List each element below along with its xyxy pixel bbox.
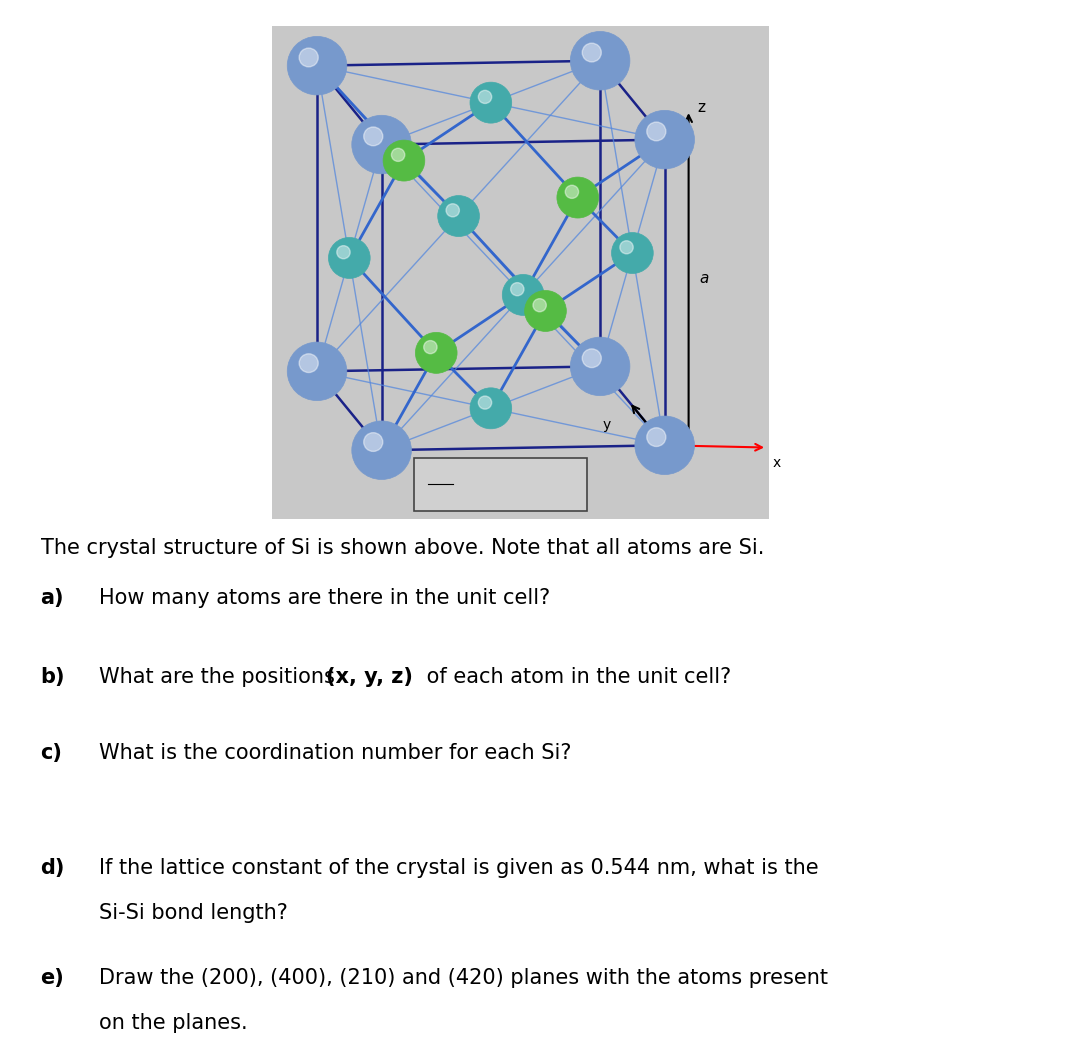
Circle shape — [470, 82, 512, 123]
Text: 4: 4 — [429, 486, 441, 504]
Circle shape — [533, 299, 547, 312]
Text: e): e) — [41, 968, 64, 988]
Circle shape — [511, 282, 524, 296]
Text: (x, y, z): (x, y, z) — [326, 667, 412, 687]
Text: What are the positions: What are the positions — [99, 667, 342, 687]
Text: c): c) — [41, 743, 62, 763]
Text: y: y — [602, 418, 611, 431]
Circle shape — [424, 341, 437, 354]
Circle shape — [478, 90, 491, 104]
Circle shape — [647, 428, 665, 447]
Text: Si-Si bond length?: Si-Si bond length? — [99, 903, 288, 923]
Text: z: z — [697, 101, 705, 115]
Circle shape — [415, 333, 457, 373]
Circle shape — [634, 110, 694, 169]
Text: What is the coordination number for each Si?: What is the coordination number for each… — [99, 743, 571, 763]
Text: a: a — [700, 271, 709, 286]
Circle shape — [556, 177, 599, 218]
Text: How many atoms are there in the unit cell?: How many atoms are there in the unit cel… — [99, 588, 551, 608]
Text: a: a — [429, 467, 441, 485]
FancyBboxPatch shape — [272, 26, 769, 519]
Text: d): d) — [41, 858, 65, 878]
Text: The crystal structure of Si is shown above. Note that all atoms are Si.: The crystal structure of Si is shown abo… — [41, 538, 764, 558]
Circle shape — [336, 245, 350, 259]
Circle shape — [612, 233, 654, 274]
Circle shape — [329, 237, 371, 278]
Circle shape — [582, 349, 601, 367]
Circle shape — [383, 141, 425, 181]
Circle shape — [299, 48, 318, 67]
Circle shape — [392, 148, 405, 162]
Circle shape — [470, 388, 512, 429]
Circle shape — [299, 354, 318, 372]
Circle shape — [565, 186, 579, 198]
Text: $(\hat{x}+\hat{y}+\hat{z})$: $(\hat{x}+\hat{y}+\hat{z})$ — [470, 472, 560, 497]
Circle shape — [582, 43, 601, 62]
FancyBboxPatch shape — [414, 458, 587, 512]
Circle shape — [351, 115, 411, 174]
Text: of each atom in the unit cell?: of each atom in the unit cell? — [420, 667, 731, 687]
Circle shape — [446, 204, 459, 217]
Text: b): b) — [41, 667, 65, 687]
Circle shape — [287, 342, 347, 401]
Text: a): a) — [41, 588, 64, 608]
Circle shape — [619, 240, 633, 254]
Circle shape — [438, 195, 480, 236]
Circle shape — [502, 275, 544, 316]
Circle shape — [478, 397, 491, 409]
Text: If the lattice constant of the crystal is given as 0.544 nm, what is the: If the lattice constant of the crystal i… — [99, 858, 819, 878]
Circle shape — [351, 421, 411, 479]
Text: x: x — [772, 456, 781, 470]
Text: on the planes.: on the planes. — [99, 1013, 248, 1033]
Text: Draw the (200), (400), (210) and (420) planes with the atoms present: Draw the (200), (400), (210) and (420) p… — [99, 968, 829, 988]
Circle shape — [634, 416, 694, 474]
Circle shape — [570, 31, 630, 90]
Circle shape — [364, 432, 382, 451]
Circle shape — [524, 291, 566, 331]
Circle shape — [570, 337, 630, 395]
Circle shape — [364, 127, 382, 146]
Circle shape — [287, 37, 347, 95]
Circle shape — [647, 122, 665, 141]
